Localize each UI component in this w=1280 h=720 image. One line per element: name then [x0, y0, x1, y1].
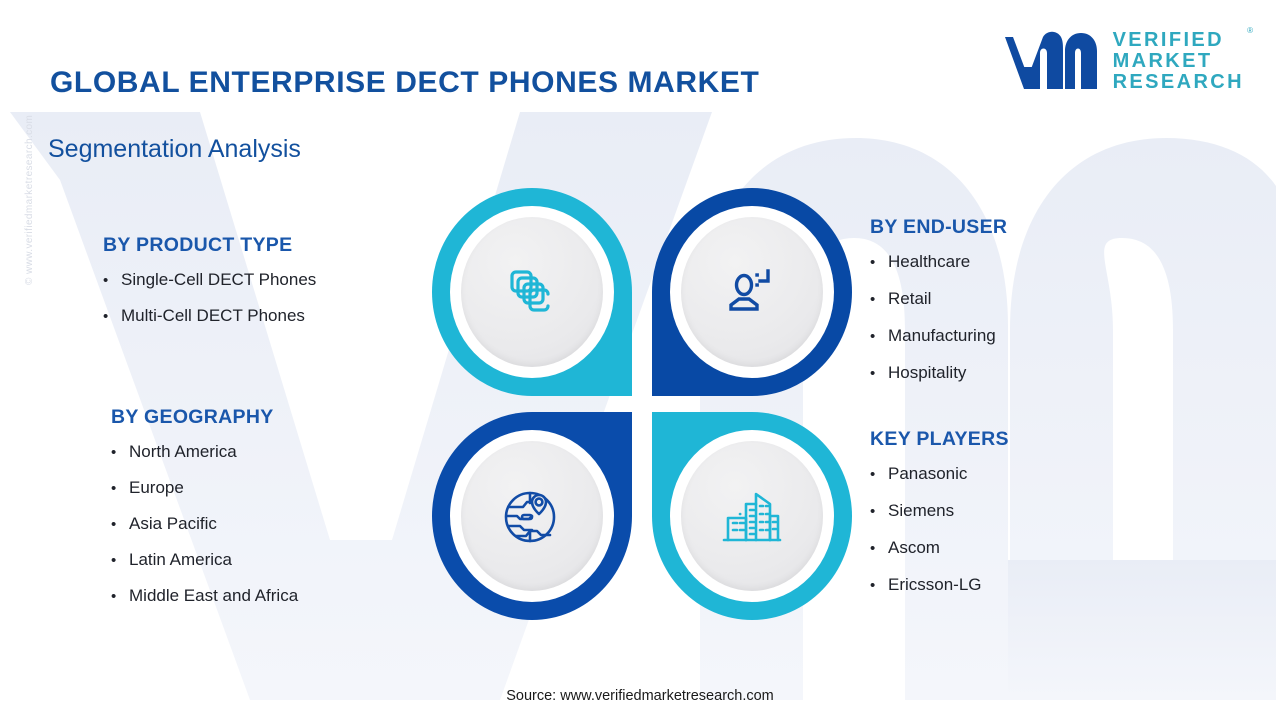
quad-cell-product-type[interactable] [432, 188, 632, 396]
quad-disc [670, 206, 834, 378]
list-item: • Multi-Cell DECT Phones [103, 306, 316, 326]
quad-disc-inner [681, 441, 823, 591]
quad-disc [450, 206, 614, 378]
bullet-icon: • [103, 272, 109, 289]
segment-block-geography: BY GEOGRAPHY • North America • Europe • … [111, 406, 298, 622]
segment-list-geography: • North America • Europe • Asia Pacific … [111, 442, 298, 606]
bullet-icon: • [870, 540, 876, 557]
list-item: • Healthcare [870, 252, 1007, 272]
logo-wordmark: VERIFIED MARKET RESEARCH ® [1112, 26, 1253, 94]
logo-line-research: RESEARCH [1112, 71, 1244, 94]
segment-list-key-players: • Panasonic • Siemens • Ascom • Ericsson… [870, 464, 1009, 595]
list-item-label: Asia Pacific [129, 514, 217, 533]
quad-cell-geography[interactable] [432, 412, 632, 620]
source-footer: Source: www.verifiedmarketresearch.com [506, 688, 774, 704]
bullet-icon: • [870, 466, 876, 483]
list-item: • Europe [111, 478, 298, 498]
quad-disc-inner [681, 217, 823, 367]
list-item: • Ericsson-LG [870, 575, 1009, 595]
city-buildings-icon [722, 492, 782, 542]
segment-list-product-type: • Single-Cell DECT Phones • Multi-Cell D… [103, 270, 316, 326]
bullet-icon: • [870, 328, 876, 345]
quad-cell-key-players[interactable] [652, 412, 852, 620]
quad-cell-end-user[interactable] [652, 188, 852, 396]
page-subtitle: Segmentation Analysis [48, 135, 301, 163]
list-item: • Ascom [870, 538, 1009, 558]
list-item: • Middle East and Africa [111, 586, 298, 606]
list-item-label: North America [129, 442, 237, 461]
page-title: GLOBAL ENTERPRISE DECT PHONES MARKET [50, 66, 760, 99]
logo-line-verified: VERIFIED [1112, 29, 1224, 51]
list-item-label: Siemens [888, 501, 955, 520]
bullet-icon: • [111, 516, 117, 533]
list-item: • Single-Cell DECT Phones [103, 270, 316, 290]
list-item: • Retail [870, 289, 1007, 309]
list-item-label: Retail [888, 289, 932, 308]
bullet-icon: • [870, 503, 876, 520]
segment-heading-geography: BY GEOGRAPHY [111, 406, 274, 428]
list-item-label: Single-Cell DECT Phones [121, 270, 317, 289]
quad-disc [670, 430, 834, 602]
quad-disc [450, 430, 614, 602]
user-identify-icon [729, 269, 770, 311]
bullet-icon: • [111, 552, 117, 569]
globe-location-pin-icon [504, 491, 556, 543]
bullet-icon: • [111, 480, 117, 497]
vmr-monogram-icon [992, 31, 1097, 89]
quad-disc-inner [461, 441, 603, 591]
bullet-icon: • [103, 308, 109, 325]
list-item: • North America [111, 442, 298, 462]
segment-heading-product-type: BY PRODUCT TYPE [103, 234, 293, 256]
list-item: • Asia Pacific [111, 514, 298, 534]
list-item-label: Panasonic [888, 464, 968, 483]
quad-disc-inner [461, 217, 603, 367]
list-item: • Siemens [870, 501, 1009, 521]
bullet-icon: • [870, 365, 876, 382]
list-item-label: Latin America [129, 550, 232, 569]
registered-trademark-icon: ® [1247, 26, 1253, 35]
list-item-label: Ericsson-LG [888, 575, 982, 594]
list-item: • Manufacturing [870, 326, 1007, 346]
list-item: • Latin America [111, 550, 298, 570]
bullet-icon: • [870, 291, 876, 308]
segment-list-end-user: • Healthcare • Retail • Manufacturing • … [870, 252, 1007, 383]
bullet-icon: • [111, 444, 117, 461]
list-item-label: Manufacturing [888, 326, 996, 345]
segment-heading-key-players: KEY PLAYERS [870, 428, 1009, 450]
stacked-cards-icon [510, 270, 550, 312]
verified-market-research-logo[interactable]: VERIFIED MARKET RESEARCH ® [991, 26, 1253, 94]
list-item-label: Middle East and Africa [129, 586, 299, 605]
segment-heading-end-user: BY END-USER [870, 216, 1008, 238]
list-item-label: Europe [129, 478, 184, 497]
list-item-label: Healthcare [888, 252, 971, 271]
list-item-label: Ascom [888, 538, 940, 557]
segmentation-quad-graphic [432, 188, 852, 620]
segment-block-product-type: BY PRODUCT TYPE • Single-Cell DECT Phone… [103, 234, 316, 342]
bullet-icon: • [870, 577, 876, 594]
segment-block-key-players: KEY PLAYERS • Panasonic • Siemens • Asco… [870, 428, 1009, 612]
list-item-label: Multi-Cell DECT Phones [121, 306, 305, 325]
bullet-icon: • [111, 588, 117, 605]
side-watermark-text: © www.verifiedmarketresearch.com [24, 114, 35, 285]
list-item: • Hospitality [870, 363, 1007, 383]
logo-line-market: MARKET [1112, 50, 1213, 73]
list-item-label: Hospitality [888, 363, 967, 382]
bullet-icon: • [870, 254, 876, 271]
segment-block-end-user: BY END-USER • Healthcare • Retail • Manu… [870, 216, 1007, 400]
list-item: • Panasonic [870, 464, 1009, 484]
